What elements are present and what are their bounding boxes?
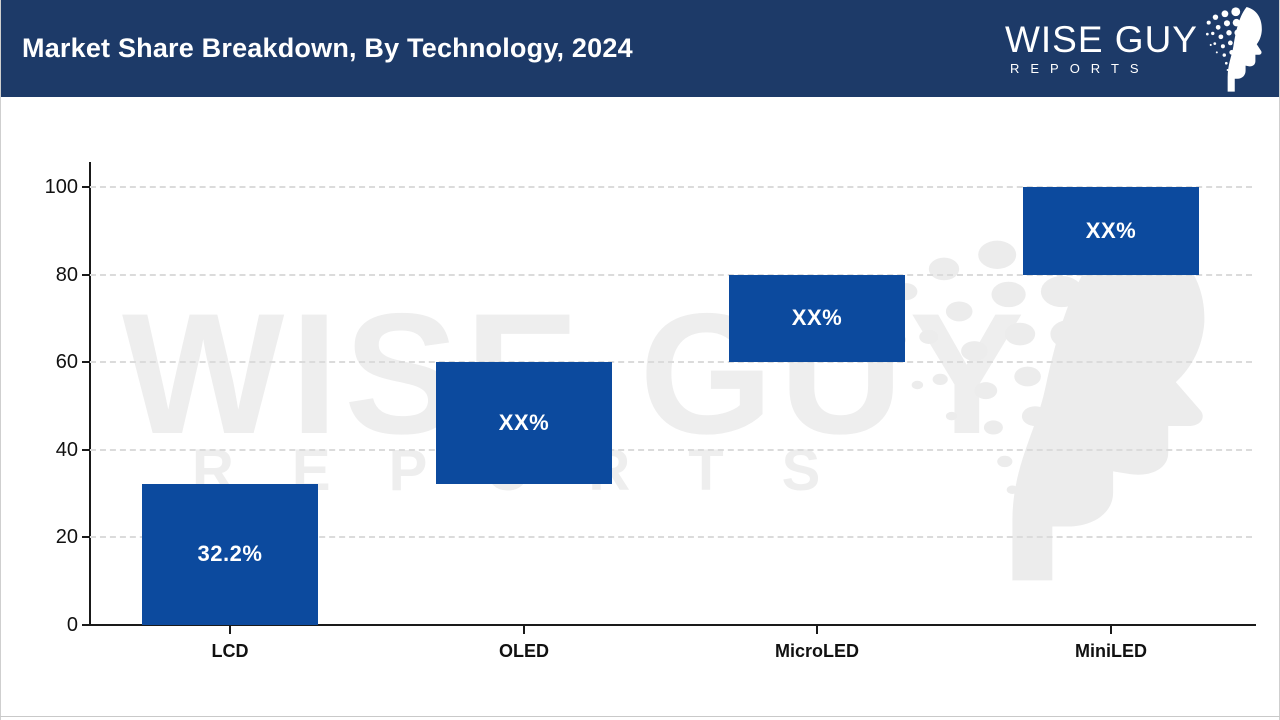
y-tick-mark bbox=[82, 186, 90, 188]
x-tick-mark bbox=[229, 626, 231, 634]
y-tick-mark bbox=[82, 624, 90, 626]
image-border-bottom bbox=[0, 716, 1280, 717]
y-tick-label: 60 bbox=[55, 351, 78, 374]
y-tick-mark bbox=[82, 361, 90, 364]
x-category-label: MiniLED bbox=[1075, 641, 1147, 661]
x-category-label: OLED bbox=[498, 641, 549, 661]
bar-value-label: XX% bbox=[498, 410, 550, 436]
x-tick-mark bbox=[1110, 626, 1112, 634]
header: Market Share Breakdown, By Technology, 2… bbox=[0, 0, 1280, 97]
bar: XX% bbox=[1023, 187, 1199, 275]
gridline bbox=[90, 536, 1252, 539]
gridline bbox=[90, 448, 1252, 451]
bar-value-label: XX% bbox=[791, 305, 843, 331]
y-tick-mark bbox=[82, 536, 90, 539]
wiseguy-logo: WISE GUY REPORTS bbox=[1005, 5, 1266, 93]
bar: 32.2% bbox=[142, 483, 318, 625]
bar: XX% bbox=[436, 362, 612, 484]
y-tick-mark bbox=[82, 448, 90, 451]
gridline bbox=[90, 361, 1252, 364]
y-tick-mark bbox=[82, 273, 90, 276]
logo-head-icon bbox=[1205, 7, 1262, 92]
x-tick-mark bbox=[523, 626, 525, 634]
gridline bbox=[90, 273, 1252, 276]
logo-subtitle: REPORTS bbox=[1009, 61, 1150, 76]
gridline bbox=[90, 186, 1252, 188]
bar: XX% bbox=[729, 274, 905, 363]
bar-value-label: 32.2% bbox=[197, 541, 263, 567]
x-category-label: LCD bbox=[211, 641, 249, 661]
y-tick-label: 40 bbox=[55, 438, 78, 461]
y-tick-label: 20 bbox=[55, 526, 78, 549]
bar-value-label: XX% bbox=[1085, 217, 1137, 243]
x-axis-line bbox=[89, 624, 1256, 626]
y-axis-line bbox=[89, 162, 91, 626]
x-tick-mark bbox=[816, 626, 818, 634]
chart-title: Market Share Breakdown, By Technology, 2… bbox=[22, 33, 633, 63]
y-tick-label: 100 bbox=[44, 176, 78, 198]
x-category-label: MicroLED bbox=[774, 641, 859, 661]
y-tick-label: 0 bbox=[66, 614, 78, 636]
y-tick-label: 80 bbox=[55, 263, 78, 286]
logo-wordmark: WISE GUY bbox=[1004, 19, 1198, 60]
